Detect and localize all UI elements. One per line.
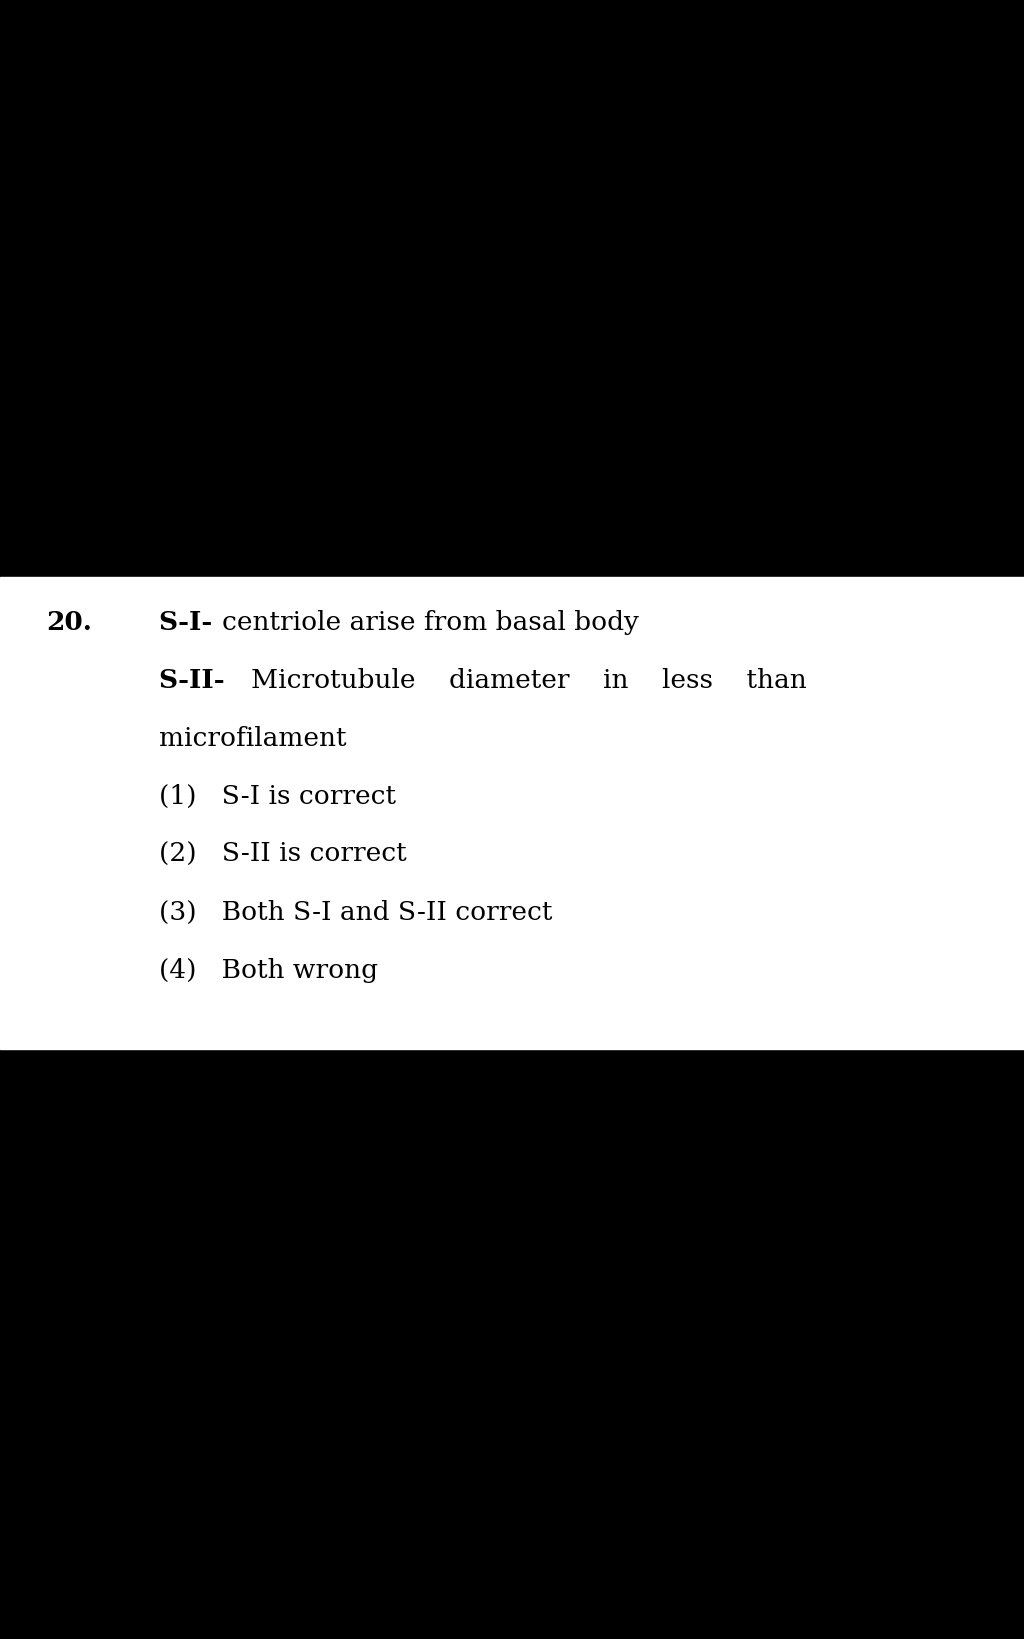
Text: 20.: 20.: [46, 610, 92, 634]
Text: (3)   Both S-I and S-II correct: (3) Both S-I and S-II correct: [159, 900, 552, 924]
Text: (4)   Both wrong: (4) Both wrong: [159, 957, 378, 982]
Text: microfilament: microfilament: [159, 726, 346, 751]
Text: S-II-: S-II-: [159, 667, 225, 693]
Bar: [0, 577, 1024, 1049]
Text: (1)   S-I is correct: (1) S-I is correct: [159, 783, 395, 808]
Text: (2)   S-II is correct: (2) S-II is correct: [159, 841, 407, 867]
Text: Microtubule    diameter    in    less    than: Microtubule diameter in less than: [251, 667, 807, 693]
Text: centriole arise from basal body: centriole arise from basal body: [222, 610, 639, 634]
Text: S-I-: S-I-: [159, 610, 213, 634]
